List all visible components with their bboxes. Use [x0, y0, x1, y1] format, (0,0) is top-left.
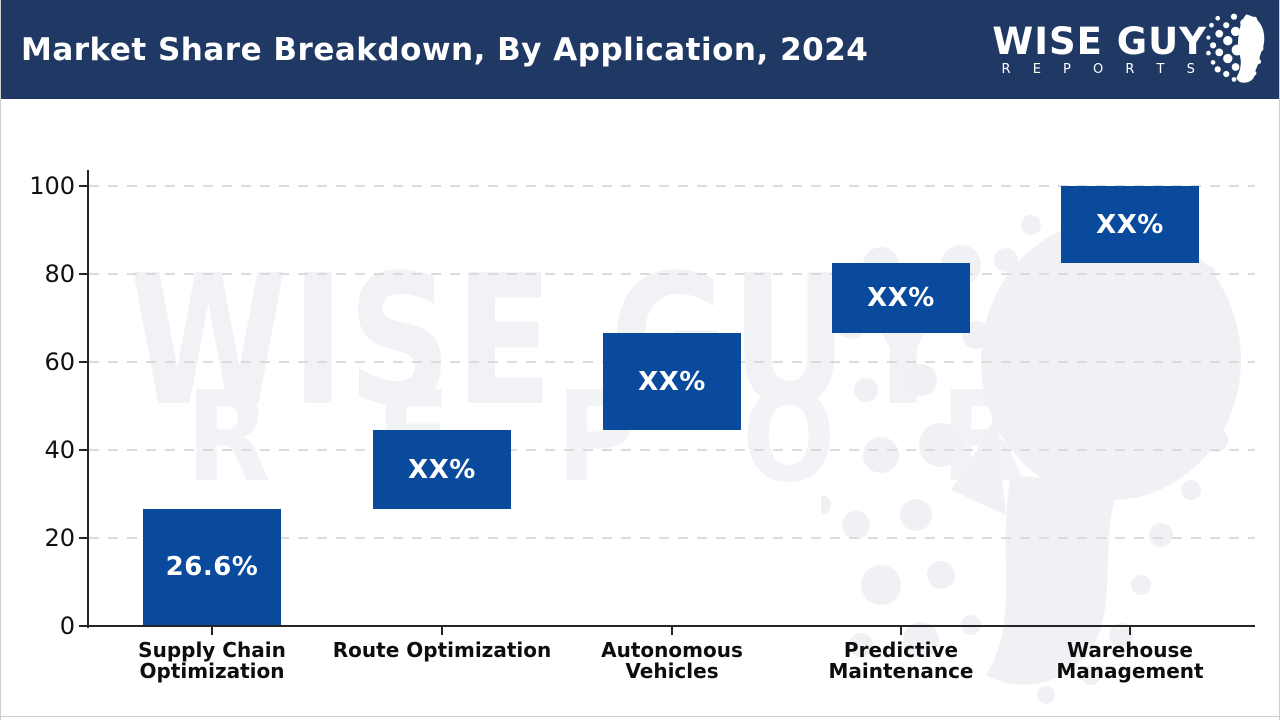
x-axis-tick-warehouse-management	[1129, 627, 1131, 635]
x-axis-tick-predictive-maintenance	[900, 627, 902, 635]
x-axis-label-supply-chain-optimization: Supply Chain Optimization	[138, 638, 286, 683]
x-axis-tick-supply-chain-optimization	[211, 627, 213, 635]
gridline-40	[89, 449, 1255, 451]
logo-reports-label: R E P O R T S	[1001, 62, 1204, 77]
x-axis-tick-autonomous-vehicles	[671, 627, 673, 635]
y-axis-tick-100	[79, 185, 88, 187]
y-axis-tick-40	[79, 449, 88, 451]
gridline-100	[89, 185, 1255, 187]
y-axis-tick-20	[79, 537, 88, 539]
x-axis-tick-route-optimization	[441, 627, 443, 635]
y-axis-label-80: 80	[44, 260, 75, 288]
gridline-80	[89, 273, 1255, 275]
frame-border-bottom	[1, 716, 1279, 717]
y-axis-tick-0	[79, 625, 88, 627]
bar-warehouse-management[interactable]: XX%	[1061, 186, 1199, 263]
bar-value-label-autonomous-vehicles: XX%	[638, 366, 706, 397]
y-axis-tick-60	[79, 361, 88, 363]
y-axis-label-20: 20	[44, 524, 75, 552]
y-axis-line	[87, 170, 89, 628]
header-bar: Market Share Breakdown, By Application, …	[1, 0, 1279, 99]
y-axis-label-0: 0	[59, 612, 75, 640]
y-axis-label-60: 60	[44, 348, 75, 376]
bar-value-label-predictive-maintenance: XX%	[867, 283, 935, 314]
y-axis-tick-80	[79, 273, 88, 275]
chart-title: Market Share Breakdown, By Application, …	[21, 31, 869, 68]
x-axis-label-autonomous-vehicles: Autonomous Vehicles	[601, 638, 743, 683]
gridline-20	[89, 537, 1255, 539]
bar-value-label-route-optimization: XX%	[408, 454, 476, 485]
x-axis-label-warehouse-management: Warehouse Management	[1056, 638, 1204, 683]
logo-face-icon	[1206, 13, 1265, 83]
x-axis-line	[87, 625, 1255, 627]
watermark-wordmark: WISE GUY	[129, 237, 959, 446]
x-axis-label-predictive-maintenance: Predictive Maintenance	[828, 638, 974, 683]
bar-route-optimization[interactable]: XX%	[373, 430, 511, 509]
bar-supply-chain-optimization[interactable]: 26.6%	[143, 508, 281, 626]
logo-text: WISE GUY R E P O R T S	[992, 23, 1207, 76]
y-axis-label-40: 40	[44, 436, 75, 464]
bar-value-label-warehouse-management: XX%	[1096, 209, 1164, 240]
logo-wordmark: WISE GUY	[992, 20, 1207, 63]
bar-value-label-supply-chain-optimization: 26.6%	[165, 552, 259, 583]
y-axis-label-100: 100	[29, 172, 75, 200]
wiseguy-logo: WISE GUY R E P O R T S	[992, 11, 1265, 89]
bar-predictive-maintenance[interactable]: XX%	[832, 263, 970, 334]
bar-autonomous-vehicles[interactable]: XX%	[603, 333, 741, 431]
x-axis-label-route-optimization: Route Optimization	[332, 638, 552, 662]
